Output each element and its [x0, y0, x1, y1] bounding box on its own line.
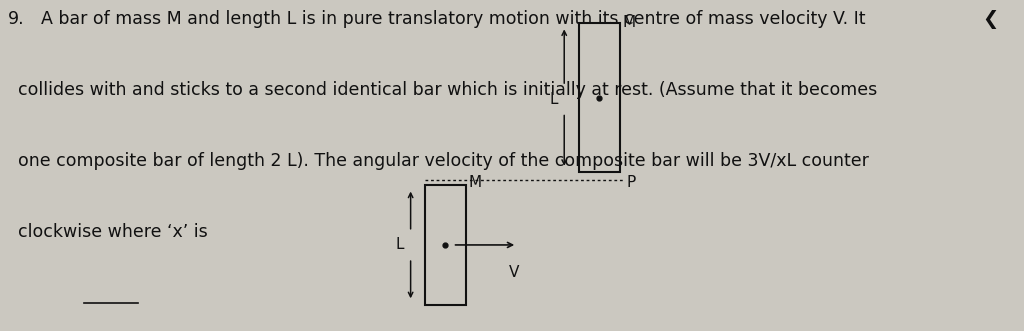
Text: M: M: [469, 175, 482, 190]
Text: clockwise where ‘x’ is: clockwise where ‘x’ is: [18, 223, 208, 241]
Text: A bar of mass M and length L is in pure translatory motion with its centre of ma: A bar of mass M and length L is in pure …: [41, 10, 865, 28]
Bar: [579, 23, 620, 172]
Text: M: M: [623, 15, 636, 30]
Bar: [425, 185, 466, 305]
Text: L: L: [396, 237, 404, 253]
Text: 9.: 9.: [8, 10, 25, 28]
Text: V: V: [509, 265, 519, 280]
Text: one composite bar of length 2 L). The angular velocity of the composite bar will: one composite bar of length 2 L). The an…: [18, 152, 869, 170]
Text: collides with and sticks to a second identical bar which is initially at rest. (: collides with and sticks to a second ide…: [18, 81, 878, 99]
Text: ❮: ❮: [982, 10, 998, 29]
Text: L: L: [550, 92, 558, 107]
Text: P: P: [627, 175, 636, 190]
